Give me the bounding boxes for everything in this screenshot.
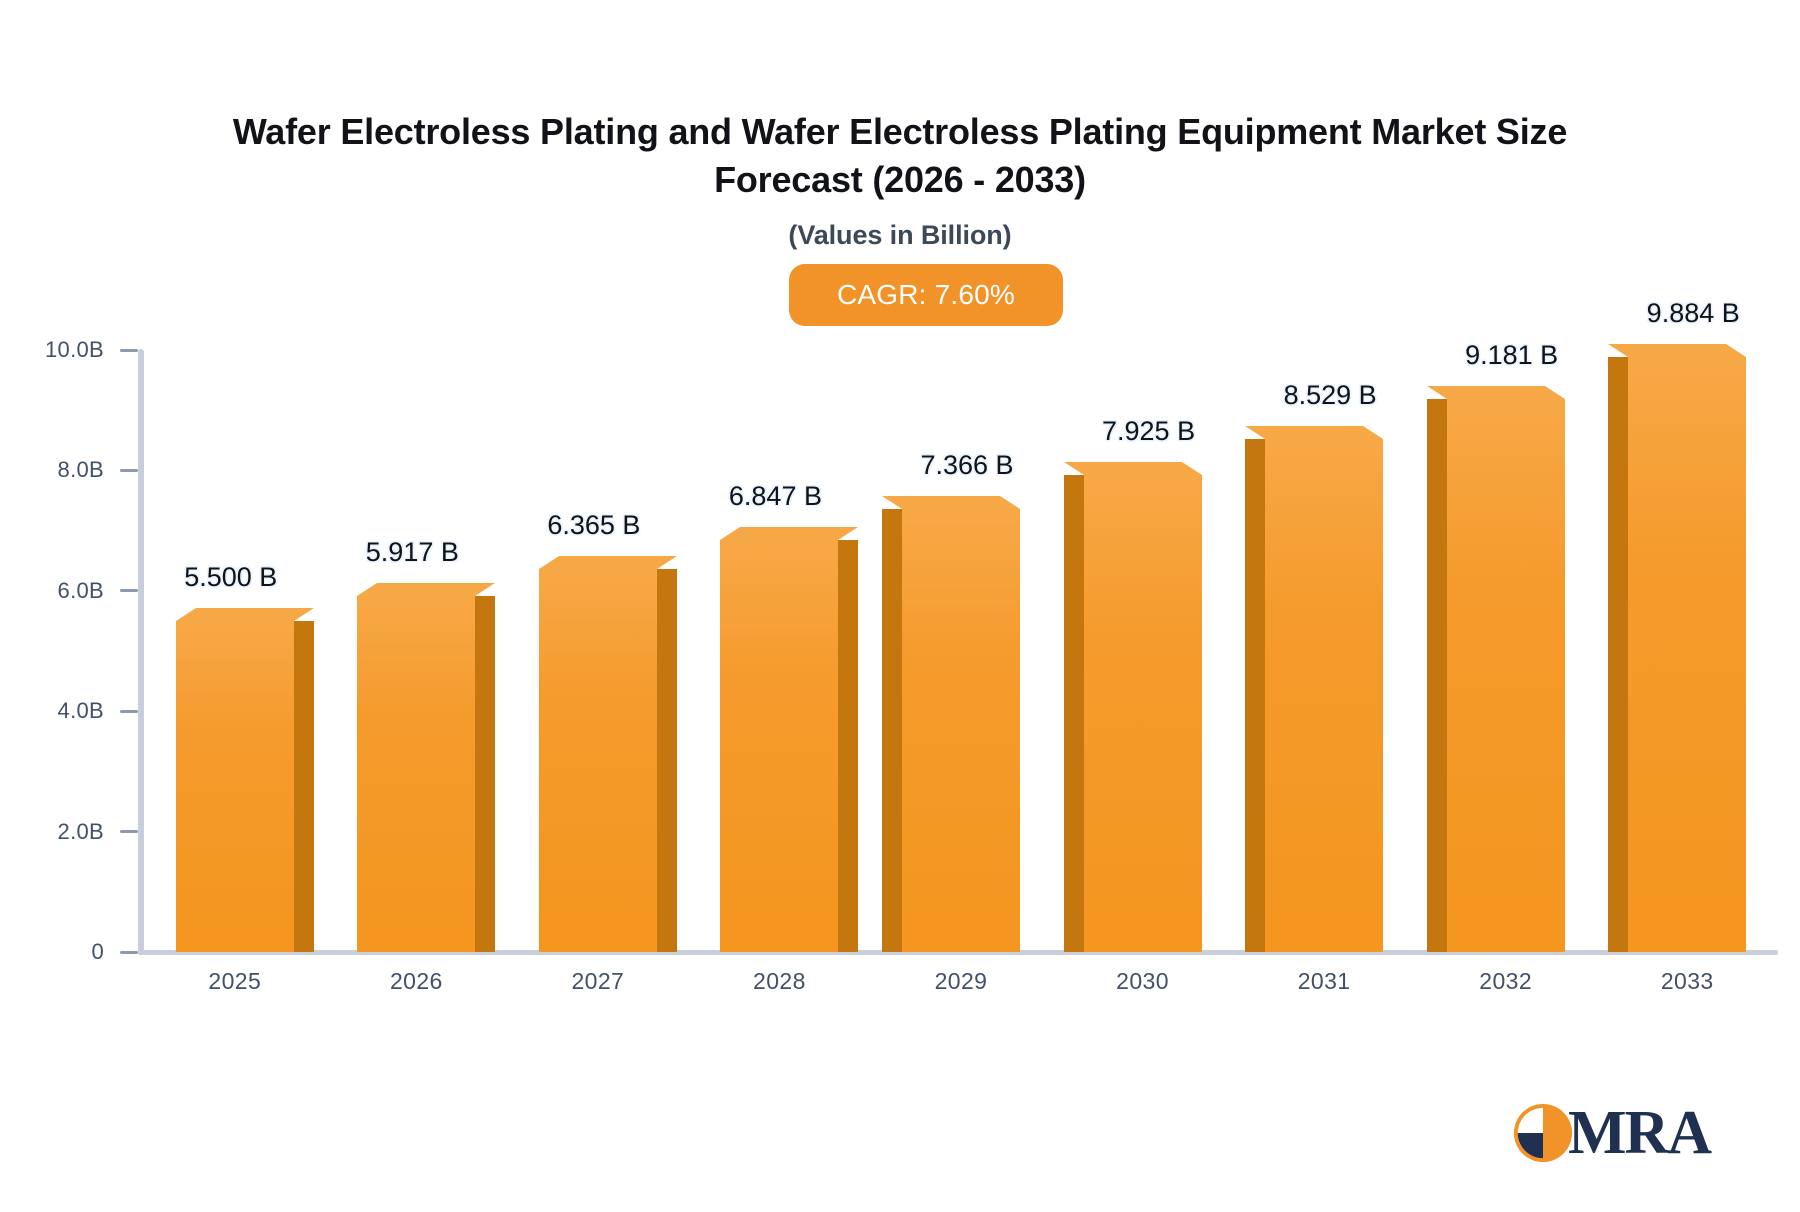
brand-logo: MRA — [1512, 1094, 1712, 1172]
y-axis-tick: 10.0B — [0, 335, 138, 365]
bar-side-face — [882, 508, 902, 952]
bar-2032[interactable] — [1427, 386, 1565, 952]
y-axis-tick-label: 6.0B — [57, 577, 104, 603]
bar-front-face — [1628, 356, 1746, 952]
bar-2030[interactable] — [1064, 461, 1202, 952]
bar-side-face — [475, 595, 495, 952]
x-axis-tick-label: 2032 — [1479, 968, 1533, 994]
bar-2033[interactable] — [1608, 343, 1746, 952]
bar-top-face — [1427, 386, 1565, 400]
x-axis-tick-label: 2030 — [1116, 968, 1169, 994]
bar-value-label: 9.181 B — [1465, 340, 1559, 371]
x-axis-tick-label: 2031 — [1297, 968, 1351, 994]
bar-2027[interactable] — [539, 555, 677, 952]
y-axis-tick-label: 0 — [91, 939, 104, 964]
bar-side-face — [1064, 474, 1084, 952]
bar-value-label: 5.917 B — [365, 536, 459, 567]
y-axis-tick: 2.0B — [0, 817, 138, 847]
bar-2025[interactable] — [176, 607, 314, 952]
x-axis-tick-label: 2026 — [389, 968, 443, 994]
y-axis-tick: 8.0B — [0, 455, 138, 485]
bar-front-face — [1084, 474, 1202, 952]
x-axis-tick-label: 2033 — [1660, 968, 1714, 994]
bar-value-label: 8.529 B — [1283, 379, 1377, 410]
title-block: Wafer Electroless Plating and Wafer Elec… — [120, 108, 1680, 251]
bar-top-face — [720, 526, 858, 540]
y-axis-tick: 6.0B — [0, 576, 138, 606]
x-axis-tick-label: 2027 — [571, 968, 625, 994]
y-axis-tick: 4.0B — [0, 696, 138, 726]
y-axis-tick-mark — [120, 589, 138, 593]
bar-value-label: 7.925 B — [1102, 415, 1196, 446]
bar-front-face — [902, 508, 1020, 952]
bar-top-face — [1064, 461, 1202, 475]
bar-front-face — [1447, 399, 1565, 952]
y-axis-tick-mark — [120, 348, 138, 352]
bar-side-face — [1608, 356, 1628, 952]
bar-front-face — [357, 595, 475, 952]
bar-front-face — [176, 620, 294, 952]
bar-side-face — [1245, 438, 1265, 952]
logo-wordmark: MRA — [1568, 1099, 1712, 1167]
bar-2031[interactable] — [1245, 425, 1383, 952]
y-axis-line — [138, 349, 144, 954]
y-axis-tick-label: 8.0B — [57, 457, 104, 483]
bar-side-face — [657, 568, 677, 952]
bar-2028[interactable] — [720, 526, 858, 952]
bar-top-face — [176, 607, 314, 621]
x-axis-line — [138, 950, 1778, 955]
y-axis-tick-label: 4.0B — [57, 698, 104, 724]
bar-value-label: 7.366 B — [920, 449, 1014, 480]
x-axis-tick-label: 2025 — [208, 968, 262, 994]
bar-side-face — [838, 539, 858, 952]
bar-front-face — [1265, 438, 1383, 952]
bar-value-label: 9.884 B — [1646, 297, 1740, 328]
bar-2029[interactable] — [882, 495, 1020, 952]
bar-side-face — [294, 620, 314, 952]
chart-subtitle: (Values in Billion) — [788, 219, 1012, 250]
bar-value-label: 6.365 B — [547, 509, 641, 540]
bar-value-label: 6.847 B — [728, 480, 822, 511]
bar-top-face — [882, 495, 1020, 509]
pie-chart-mark-icon — [1513, 1103, 1573, 1163]
cagr-badge: CAGR: 7.60% — [789, 264, 1063, 326]
bar-top-face — [539, 555, 677, 569]
bar-top-face — [1608, 343, 1746, 357]
y-axis-tick-label: 10.0B — [45, 337, 104, 362]
y-axis-tick-mark — [120, 468, 138, 472]
x-axis-tick-label: 2028 — [753, 968, 806, 994]
bar-2026[interactable] — [357, 582, 495, 952]
bar-front-face — [539, 568, 657, 952]
bar-value-label: 5.500 B — [184, 561, 278, 592]
bar-top-face — [357, 582, 495, 596]
y-axis-tick-label: 2.0B — [57, 818, 104, 844]
y-axis-tick-mark — [120, 709, 138, 713]
bar-top-face — [1245, 425, 1383, 439]
bar-front-face — [720, 539, 838, 952]
y-axis-tick: 0 — [0, 937, 138, 967]
y-axis-tick-mark — [120, 830, 138, 834]
page-title: Wafer Electroless Plating and Wafer Elec… — [232, 111, 1568, 200]
bar-side-face — [1427, 399, 1447, 952]
y-axis-tick-mark — [120, 950, 138, 954]
x-axis-tick-label: 2029 — [934, 968, 988, 994]
